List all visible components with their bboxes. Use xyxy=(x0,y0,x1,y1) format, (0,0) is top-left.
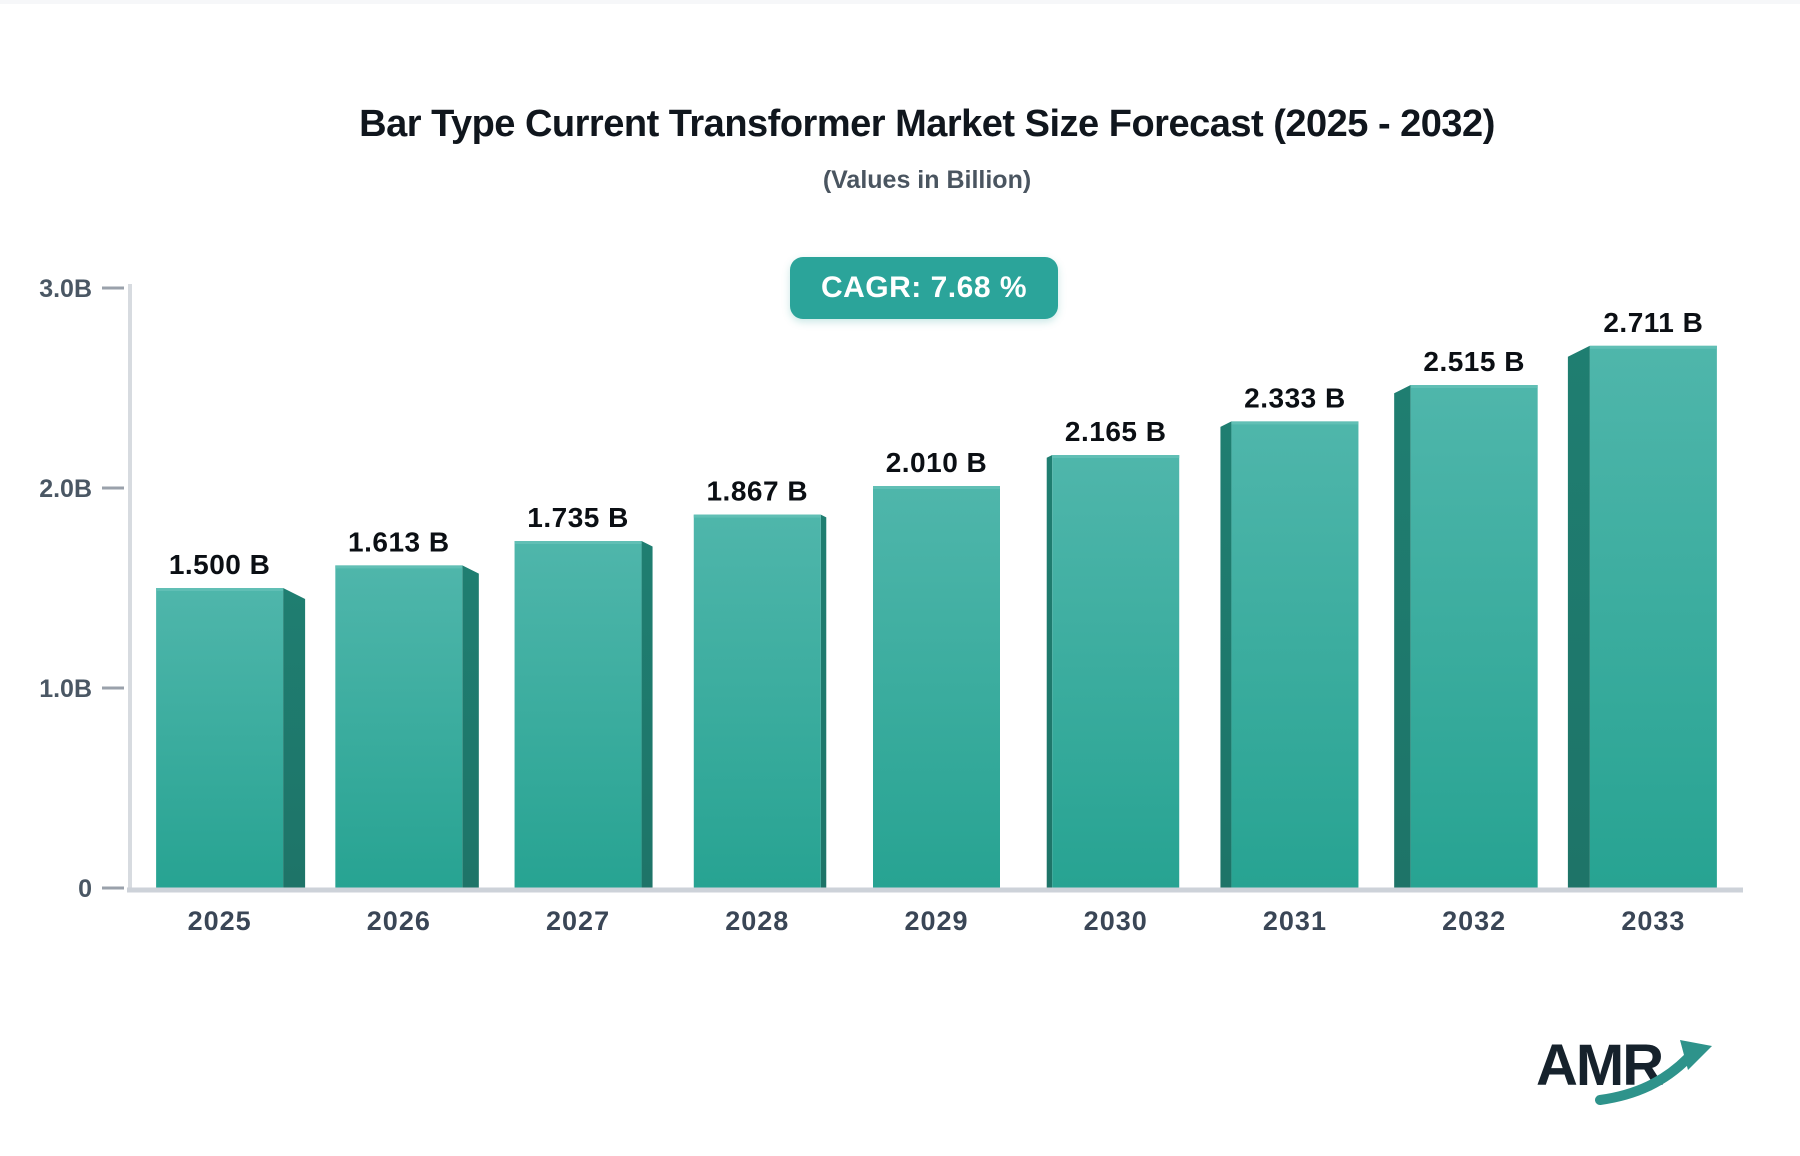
bar-top-edge xyxy=(873,486,1000,489)
bar-value-label-2026: 1.613 B xyxy=(348,526,450,557)
bar-side-face xyxy=(820,514,827,888)
top-border xyxy=(0,0,1800,4)
bar-side-face xyxy=(641,541,653,888)
bar-side-face xyxy=(1567,345,1590,888)
bar-value-label-2033: 2.711 B xyxy=(1603,307,1703,338)
x-tick-label-2025: 2025 xyxy=(188,906,252,936)
y-tick-label-2.0B: 2.0B xyxy=(39,475,92,503)
bar-group-2030: 2.165 B 2030 xyxy=(1046,416,1180,936)
bar-top-edge xyxy=(1589,345,1717,349)
bar-top-edge xyxy=(335,565,463,569)
bar-value-label-2032: 2.515 B xyxy=(1423,346,1525,377)
cagr-badge-label: CAGR: 7.68 % xyxy=(820,271,1028,304)
bar-group-2026: 1.613 B 2026 xyxy=(335,526,479,936)
bar-2030 xyxy=(1052,455,1180,888)
bar-top-edge xyxy=(156,588,284,591)
chart-title: Bar Type Current Transformer Market Size… xyxy=(359,103,1495,145)
bar-2033 xyxy=(1589,345,1717,888)
x-tick-label-2029: 2029 xyxy=(904,906,968,936)
bar-side-face xyxy=(1046,455,1053,888)
bar-group-2031: 2.333 B 2031 xyxy=(1220,382,1359,936)
bar-side-face xyxy=(1220,421,1232,888)
bar-top-edge xyxy=(693,514,821,518)
x-tick-label-2030: 2030 xyxy=(1084,906,1148,936)
bar-side-face xyxy=(462,565,479,888)
bar-value-label-2025: 1.500 B xyxy=(169,549,271,580)
bar-side-face xyxy=(1394,385,1411,888)
bar-value-label-2028: 1.867 B xyxy=(706,476,808,507)
y-tick-label-3.0B: 3.0B xyxy=(39,275,92,303)
bar-side-face xyxy=(283,588,306,888)
chart-subtitle: (Values in Billion) xyxy=(822,166,1032,194)
bar-value-label-2029: 2.010 B xyxy=(886,447,988,478)
bar-2029 xyxy=(873,486,1000,888)
bar-group-2032: 2.515 B 2032 xyxy=(1394,346,1538,936)
bar-top-edge xyxy=(1410,385,1538,388)
bar-group-2027: 1.735 B 2027 xyxy=(514,502,653,936)
y-tick-label-0: 0 xyxy=(78,875,92,903)
x-tick-label-2031: 2031 xyxy=(1263,906,1327,936)
bar-2032 xyxy=(1410,385,1538,888)
bar-group-2029: 2.010 B 2029 xyxy=(873,447,1000,936)
bar-group-2033: 2.711 B 2033 xyxy=(1567,307,1717,936)
bar-group-2025: 1.500 B 2025 xyxy=(156,549,306,936)
bar-top-edge xyxy=(1052,455,1180,458)
x-tick-label-2032: 2032 xyxy=(1442,906,1506,936)
bar-value-label-2027: 1.735 B xyxy=(527,502,629,533)
bar-group-2028: 1.867 B 2028 xyxy=(693,476,827,936)
bar-top-edge xyxy=(514,541,642,544)
bar-2028 xyxy=(693,514,821,888)
x-tick-label-2027: 2027 xyxy=(546,906,610,936)
bar-2026 xyxy=(335,565,463,888)
x-tick-label-2026: 2026 xyxy=(367,906,431,936)
growth-arrow-icon xyxy=(1595,1040,1712,1105)
bar-2025 xyxy=(156,588,284,888)
cagr-badge: CAGR: 7.68 % xyxy=(790,257,1058,319)
bar-value-label-2030: 2.165 B xyxy=(1065,416,1167,447)
x-tick-label-2033: 2033 xyxy=(1621,906,1685,936)
bar-top-edge xyxy=(1231,421,1359,425)
bar-2031 xyxy=(1231,421,1359,888)
bar-2027 xyxy=(514,541,642,888)
y-tick-label-1.0B: 1.0B xyxy=(39,675,92,703)
amr-logo: AMR xyxy=(1536,1032,1756,1127)
x-tick-label-2028: 2028 xyxy=(725,906,789,936)
bar-value-label-2031: 2.333 B xyxy=(1244,382,1346,413)
